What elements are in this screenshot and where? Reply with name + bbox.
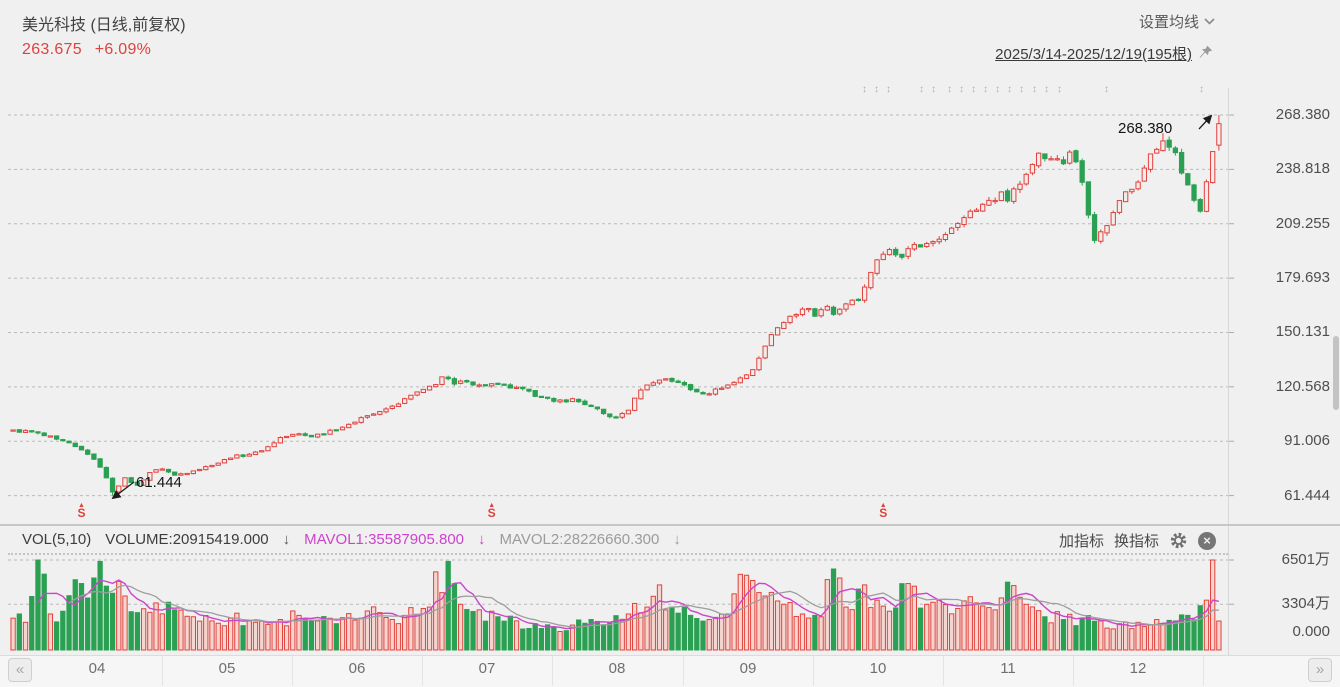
chevron-down-icon <box>1204 18 1215 25</box>
dividend-event-marker[interactable]: ▲ S <box>74 502 88 520</box>
news-event-glyph-icon: ↕ <box>886 84 891 95</box>
gear-icon[interactable] <box>1169 531 1188 550</box>
mavol2-value-label: MAVOL2:28226660.300 <box>499 531 660 548</box>
price-axis-tick: 150.131 <box>1275 323 1330 340</box>
volume-axis-tick: 3304万 <box>1281 595 1330 612</box>
news-event-glyph-icon: ↕ <box>971 84 976 95</box>
ma-settings-label: 设置均线 <box>1138 14 1199 31</box>
mavol1-value-label: MAVOL1:35587905.800 <box>304 531 464 548</box>
news-event-glyph-icon: ↕ <box>947 84 952 95</box>
volume-down-arrow-icon: ↓ <box>282 531 291 548</box>
date-range-link[interactable]: 2025/3/14-2025/12/19(195根) <box>995 46 1192 63</box>
news-event-glyph-icon: ↕ <box>1007 84 1012 95</box>
switch-indicator-button[interactable]: 换指标 <box>1113 533 1159 550</box>
price-axis-tick: 238.818 <box>1275 160 1330 177</box>
news-event-glyph-icon: ↕ <box>1032 84 1037 95</box>
page-scrollbar-thumb[interactable] <box>1333 336 1339 410</box>
vol-header-separator <box>8 553 1228 555</box>
last-price: 263.675 <box>22 41 82 58</box>
news-event-glyph-icon: ↕ <box>862 84 867 95</box>
add-indicator-button[interactable]: 加指标 <box>1058 533 1104 550</box>
marker-arrow-icon: ▲ <box>879 502 887 509</box>
mavol2-down-arrow-icon: ↓ <box>673 531 681 548</box>
scroll-left-button[interactable]: « <box>8 658 32 682</box>
news-event-glyph-icon: ↕ <box>959 84 964 95</box>
month-label: 11 <box>1000 660 1016 677</box>
dividend-event-marker[interactable]: ▲ S <box>485 502 499 520</box>
change-percent: +6.09% <box>94 41 152 58</box>
month-label: 06 <box>348 660 366 677</box>
month-label: 12 <box>1129 660 1147 677</box>
dividend-event-marker[interactable]: ▲ S <box>876 502 890 520</box>
last-price-row: 263.675 +6.09% <box>22 41 151 59</box>
month-label: 08 <box>608 660 626 677</box>
price-axis-tick: 120.568 <box>1275 378 1330 395</box>
month-label: 04 <box>88 660 106 677</box>
news-event-glyph-icon: ↕ <box>1019 84 1024 95</box>
mavol1-down-arrow-icon: ↓ <box>478 531 486 548</box>
news-event-glyph-icon: ↕ <box>931 84 936 95</box>
news-event-glyph-icon: ↕ <box>919 84 924 95</box>
marker-arrow-icon: ▲ <box>78 502 85 509</box>
volume-axis-tick: 0.000 <box>1292 623 1330 640</box>
news-event-glyph-icon: ↕ <box>1057 84 1062 95</box>
ma-settings-button[interactable]: 设置均线 <box>1139 11 1215 32</box>
news-event-glyph-icon: ↕ <box>1044 84 1049 95</box>
pin-icon[interactable] <box>1197 44 1214 66</box>
volume-indicator-header: VOL(5,10) VOLUME:20915419.000 ↓ MAVOL1:3… <box>22 531 681 548</box>
price-axis-tick: 209.255 <box>1275 215 1330 232</box>
news-event-glyph-icon: ↕ <box>874 84 879 95</box>
news-event-glyph-icon: ↕ <box>995 84 1000 95</box>
marker-s-icon: S <box>487 506 496 520</box>
month-label: 07 <box>478 660 496 677</box>
month-label: 10 <box>869 660 887 677</box>
close-icon[interactable]: × <box>1198 531 1216 550</box>
indicator-actions: 加指标 换指标 × <box>1059 530 1216 551</box>
page-title: 美光科技 (日线,前复权) <box>22 17 186 34</box>
marker-arrow-icon: ▲ <box>488 502 496 509</box>
x-axis-band <box>0 655 1340 687</box>
month-label: 05 <box>218 660 236 677</box>
pane-separator <box>0 524 1340 526</box>
marker-s-icon: S <box>879 506 888 520</box>
month-label: 09 <box>739 660 757 677</box>
volume-axis-tick: 6501万 <box>1281 551 1330 568</box>
volume-value-label: VOLUME:20915419.000 <box>105 531 269 548</box>
marker-s-icon: S <box>77 506 86 520</box>
price-axis-tick: 268.380 <box>1275 106 1330 123</box>
low-price-annotation: 61.444 <box>136 474 182 491</box>
high-price-annotation: 268.380 <box>1118 120 1173 137</box>
price-axis-tick: 91.006 <box>1284 432 1330 449</box>
vol-params-label: VOL(5,10) <box>22 531 92 548</box>
news-event-glyph-icon: ↕ <box>1104 84 1109 95</box>
price-axis-tick: 61.444 <box>1284 487 1330 504</box>
news-event-glyph-icon: ↕ <box>1199 84 1204 95</box>
news-event-glyph-icon: ↕ <box>983 84 988 95</box>
scroll-right-button[interactable]: » <box>1308 658 1332 682</box>
price-axis-tick: 179.693 <box>1275 269 1330 286</box>
